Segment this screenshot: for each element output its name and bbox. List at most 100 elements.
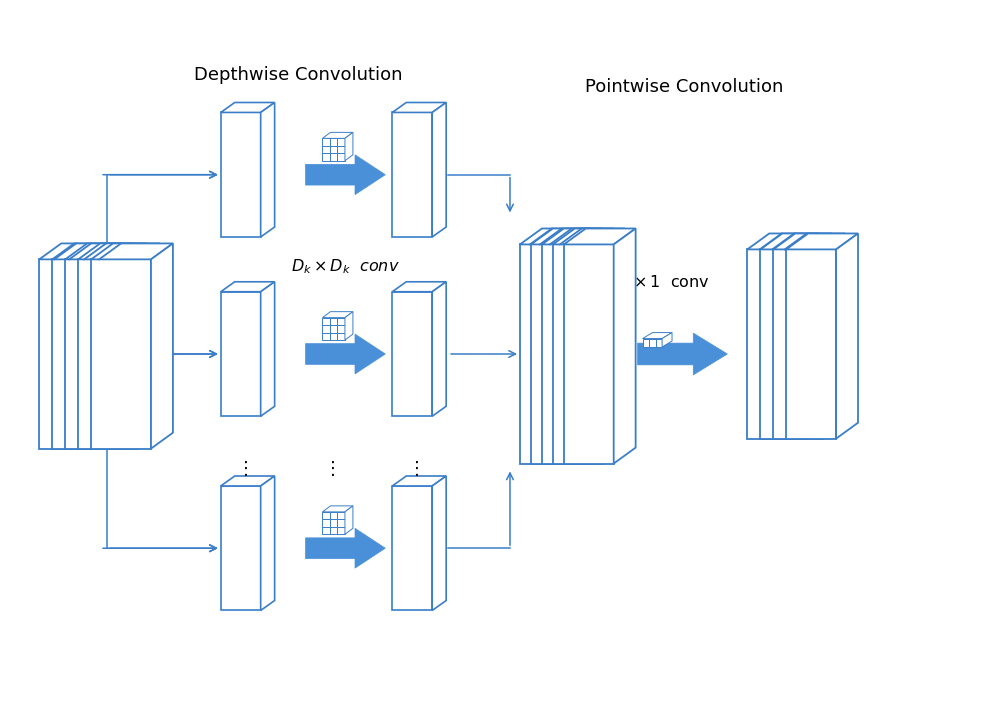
Bar <box>323 318 330 325</box>
Text: $1\times1$  conv: $1\times1$ conv <box>620 275 710 290</box>
Polygon shape <box>392 476 446 486</box>
Bar <box>338 332 345 340</box>
Polygon shape <box>432 282 446 416</box>
Polygon shape <box>221 476 274 486</box>
Polygon shape <box>592 229 614 463</box>
Bar <box>323 332 330 340</box>
Polygon shape <box>221 113 260 237</box>
Polygon shape <box>823 234 845 439</box>
Polygon shape <box>642 332 672 339</box>
Bar <box>338 139 345 146</box>
Polygon shape <box>113 244 134 448</box>
Text: Depthwise Convolution: Depthwise Convolution <box>194 66 403 84</box>
Polygon shape <box>39 244 121 259</box>
Polygon shape <box>761 234 832 249</box>
Polygon shape <box>306 334 385 374</box>
Bar <box>323 512 330 520</box>
Text: $D_k\times D_k$  conv: $D_k\times D_k$ conv <box>291 257 400 276</box>
Bar <box>649 339 655 347</box>
Polygon shape <box>773 249 823 439</box>
Polygon shape <box>432 476 446 610</box>
Polygon shape <box>52 259 113 448</box>
Polygon shape <box>306 528 385 568</box>
Polygon shape <box>748 234 819 249</box>
Polygon shape <box>520 229 592 244</box>
Polygon shape <box>761 249 810 439</box>
Bar <box>338 325 345 332</box>
Polygon shape <box>221 282 274 291</box>
Polygon shape <box>542 229 614 244</box>
Polygon shape <box>553 244 603 463</box>
Bar <box>330 325 338 332</box>
Text: Pointwise Convolution: Pointwise Convolution <box>585 78 784 96</box>
Polygon shape <box>39 259 99 448</box>
Text: ⋮: ⋮ <box>325 460 343 478</box>
Polygon shape <box>564 229 635 244</box>
Polygon shape <box>392 282 446 291</box>
Polygon shape <box>306 155 385 194</box>
Polygon shape <box>65 259 125 448</box>
Polygon shape <box>65 244 147 259</box>
Polygon shape <box>748 249 797 439</box>
Polygon shape <box>662 332 672 347</box>
Polygon shape <box>345 132 353 161</box>
Text: ⋮: ⋮ <box>408 460 426 478</box>
Polygon shape <box>392 103 446 113</box>
Bar <box>323 139 330 146</box>
Bar <box>330 512 338 520</box>
Polygon shape <box>78 259 138 448</box>
Polygon shape <box>91 244 173 259</box>
Polygon shape <box>323 506 353 512</box>
Bar <box>323 527 330 534</box>
Polygon shape <box>773 234 845 249</box>
Polygon shape <box>603 229 625 463</box>
Polygon shape <box>221 486 260 610</box>
Polygon shape <box>91 259 151 448</box>
Bar <box>338 527 345 534</box>
Polygon shape <box>323 312 353 318</box>
Bar <box>338 153 345 161</box>
Bar <box>323 520 330 527</box>
Polygon shape <box>392 113 432 237</box>
Bar <box>323 146 330 153</box>
Bar <box>330 153 338 161</box>
Bar <box>330 139 338 146</box>
Bar <box>323 153 330 161</box>
Bar <box>323 325 330 332</box>
Bar <box>642 339 649 347</box>
Bar <box>655 339 662 347</box>
Polygon shape <box>260 476 274 610</box>
Polygon shape <box>221 103 274 113</box>
Polygon shape <box>542 244 592 463</box>
Polygon shape <box>323 132 353 139</box>
Polygon shape <box>786 249 836 439</box>
Bar <box>330 527 338 534</box>
Polygon shape <box>531 244 581 463</box>
Polygon shape <box>138 244 160 448</box>
Polygon shape <box>221 291 260 416</box>
Polygon shape <box>614 229 635 463</box>
Bar <box>330 332 338 340</box>
Polygon shape <box>151 244 173 448</box>
Polygon shape <box>836 234 858 439</box>
Polygon shape <box>432 103 446 237</box>
Polygon shape <box>125 244 147 448</box>
Polygon shape <box>392 486 432 610</box>
Polygon shape <box>392 291 432 416</box>
Polygon shape <box>786 234 858 249</box>
Text: ⋮: ⋮ <box>237 460 254 478</box>
Polygon shape <box>564 244 614 463</box>
Bar <box>338 318 345 325</box>
Polygon shape <box>78 244 160 259</box>
Polygon shape <box>797 234 819 439</box>
Bar <box>338 512 345 520</box>
Polygon shape <box>52 244 134 259</box>
Bar <box>330 146 338 153</box>
Polygon shape <box>553 229 625 244</box>
Bar <box>330 318 338 325</box>
Polygon shape <box>531 229 603 244</box>
Polygon shape <box>260 103 274 237</box>
Polygon shape <box>345 506 353 534</box>
Polygon shape <box>570 229 592 463</box>
Polygon shape <box>345 312 353 340</box>
